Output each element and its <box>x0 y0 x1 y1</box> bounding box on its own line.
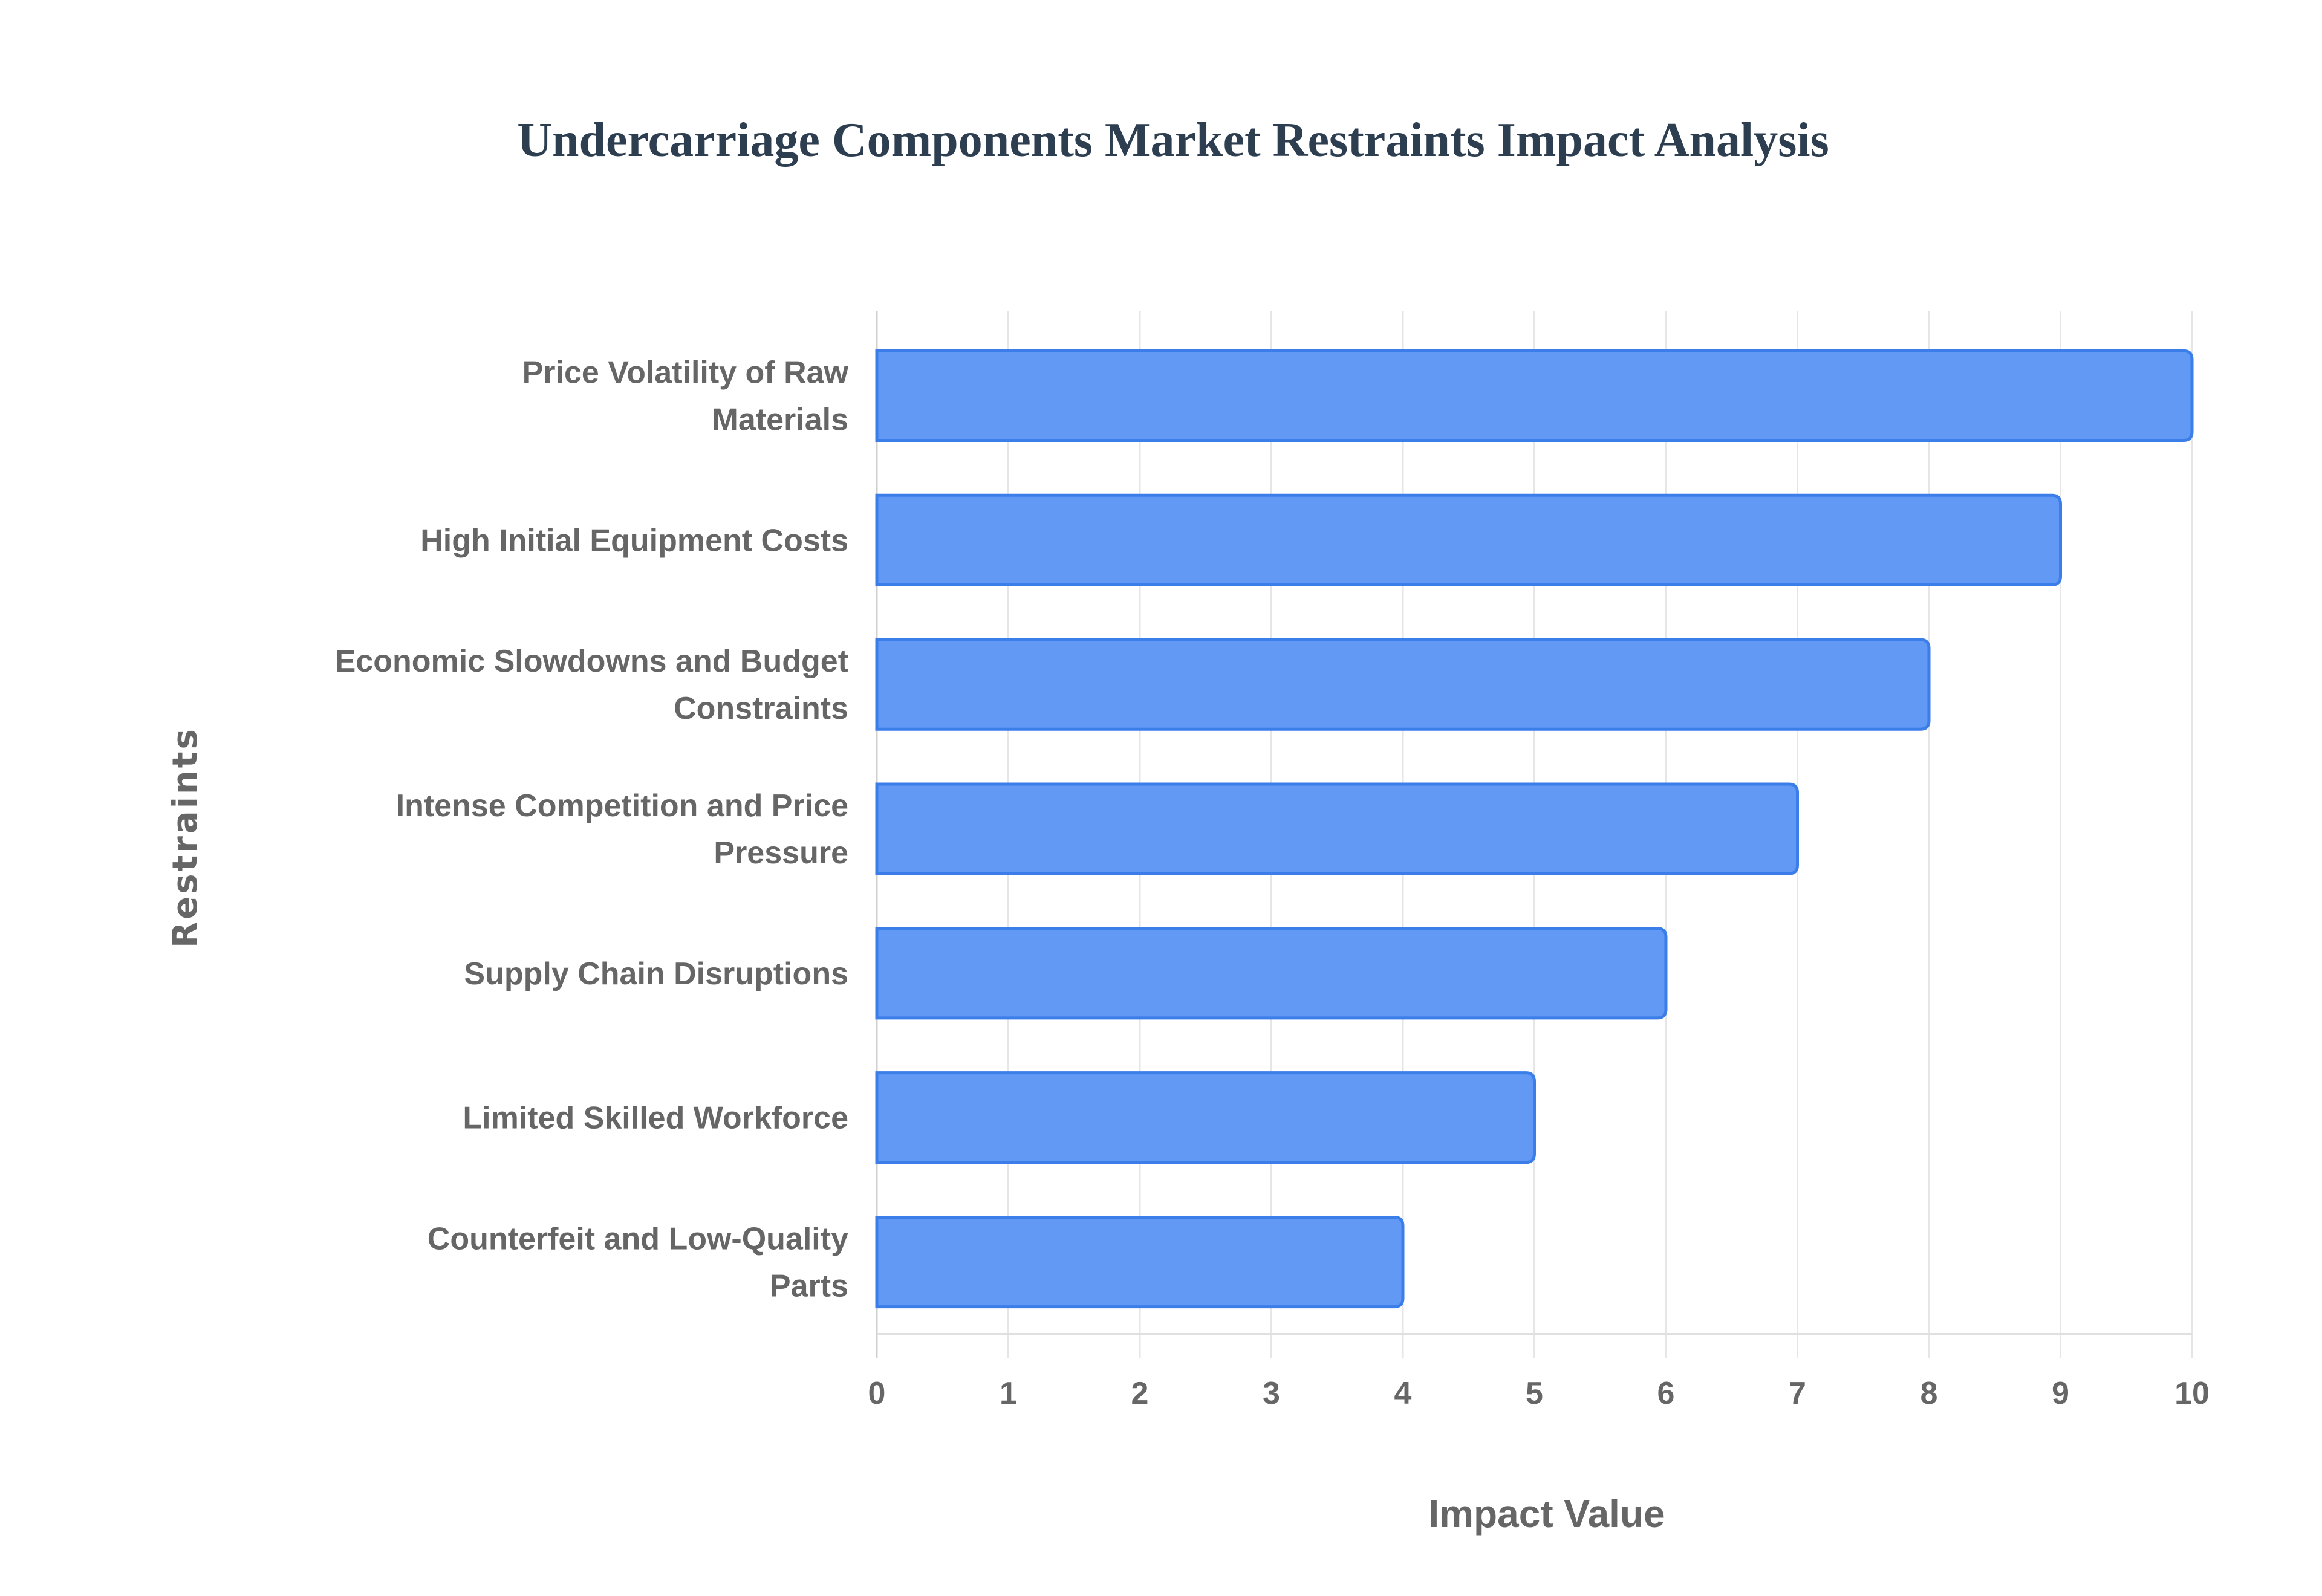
y-axis-title: Restraints <box>166 727 205 948</box>
category-label: Price Volatility of Raw <box>522 355 849 390</box>
bar[interactable] <box>875 1071 1536 1164</box>
bars <box>875 349 2194 1309</box>
category-labels: Price Volatility of Raw Materials High Ini… <box>335 355 849 1303</box>
x-tick-label: 4 <box>1394 1376 1412 1411</box>
x-tick-label: 0 <box>868 1376 886 1411</box>
bar[interactable] <box>875 349 2194 442</box>
category-label: Counterfeit and Low-Quality <box>428 1222 848 1257</box>
x-tick-label: 8 <box>1920 1376 1938 1411</box>
category-label: Limited Skilled Workforce <box>463 1101 848 1136</box>
x-tick-label: 9 <box>2052 1376 2069 1411</box>
category-label: Supply Chain Disruptions <box>464 956 848 991</box>
bar[interactable] <box>875 1216 1405 1309</box>
bar[interactable] <box>875 638 1931 731</box>
x-axis-title: Impact Value <box>1428 1492 1665 1536</box>
category-label: Economic Slowdowns and Budget <box>335 644 848 679</box>
category-label: Parts <box>770 1269 848 1304</box>
bar[interactable] <box>875 493 2062 586</box>
category-label: High Initial Equipment Costs <box>420 523 848 558</box>
x-tick-label: 5 <box>1526 1376 1543 1411</box>
category-label: Pressure <box>714 835 848 871</box>
bar[interactable] <box>875 927 1668 1020</box>
x-tick-labels: 0 1 2 3 4 5 6 7 8 9 10 <box>868 1376 2210 1411</box>
category-label: Materials <box>712 402 848 437</box>
category-label: Constraints <box>674 691 848 726</box>
x-tick-label: 2 <box>1131 1376 1149 1411</box>
x-tick-label: 1 <box>1000 1376 1017 1411</box>
category-label: Intense Competition and Price <box>396 788 848 823</box>
x-tick-label: 10 <box>2174 1376 2210 1411</box>
bar[interactable] <box>875 782 1799 875</box>
x-tick-label: 6 <box>1657 1376 1675 1411</box>
x-tick-label: 3 <box>1263 1376 1280 1411</box>
x-tick-label: 7 <box>1789 1376 1806 1411</box>
chart-title: Undercarriage Components Market Restrain… <box>517 114 1829 167</box>
